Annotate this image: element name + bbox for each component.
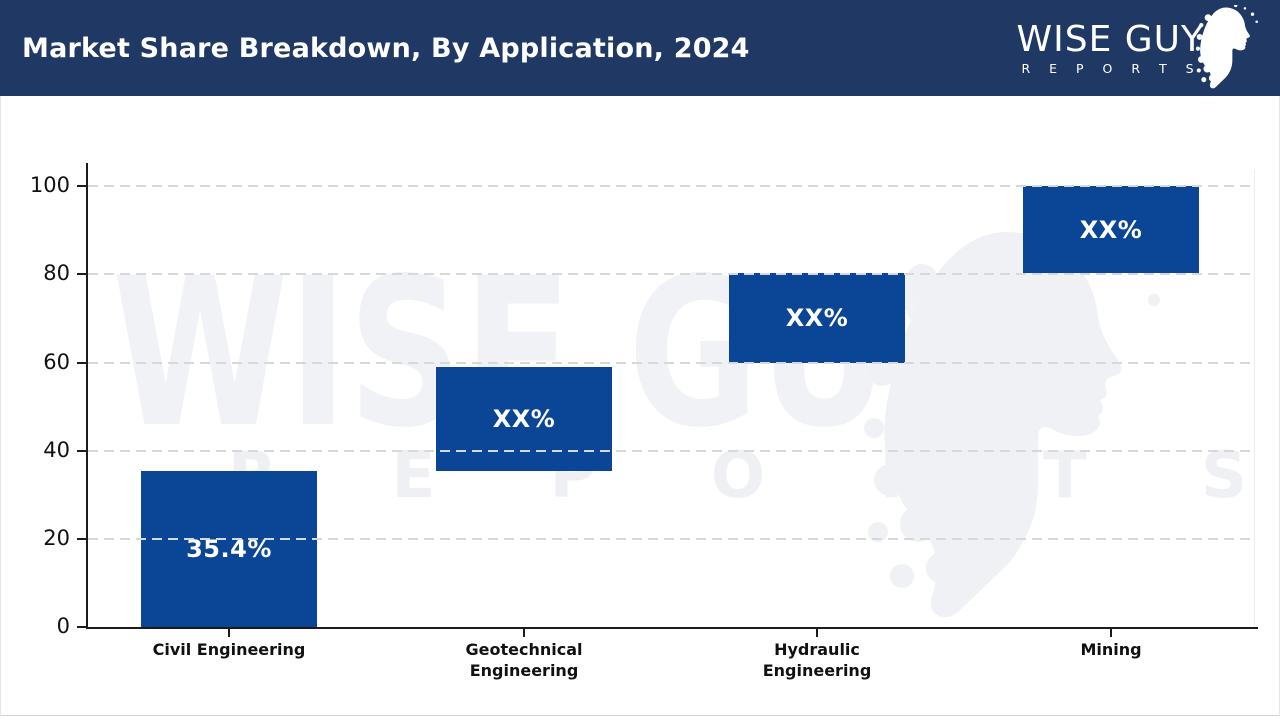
- y-tick-label-0: 0: [56, 614, 70, 638]
- gridline-20: [88, 537, 1254, 540]
- logo-wordmark: WISE GUY: [1016, 19, 1204, 60]
- y-tick-label-20: 20: [43, 525, 70, 550]
- y-tick-20: [77, 537, 87, 540]
- bar-mining: XX%: [1023, 186, 1199, 274]
- x-axis-label-1: Geotechnical Engineering: [404, 640, 644, 681]
- y-tick-0: [77, 626, 87, 628]
- gridline-60: [88, 361, 1254, 364]
- page-title: Market Share Breakdown, By Application, …: [22, 32, 750, 64]
- logo-subtitle: R E P O R T S: [1021, 61, 1202, 76]
- header-bar: Market Share Breakdown, By Application, …: [0, 0, 1280, 96]
- bar-hydraulic-engineering: XX%: [729, 273, 905, 363]
- y-tick-label-40: 40: [43, 437, 70, 462]
- x-axis-label-line: Geotechnical: [465, 640, 583, 659]
- y-tick-60: [77, 361, 87, 364]
- y-tick-label-100: 100: [29, 173, 70, 198]
- x-axis-label-2: Hydraulic Engineering: [697, 640, 937, 681]
- x-axis-label-line: Engineering: [469, 660, 579, 680]
- y-tick-40: [77, 449, 87, 452]
- x-axis-label-line: Mining: [1080, 640, 1142, 659]
- x-tick-0: [228, 629, 230, 637]
- bar-value-label: XX%: [1079, 215, 1143, 244]
- x-tick-3: [1110, 629, 1112, 637]
- logo: WISE GUY R E P O R T S: [1017, 5, 1269, 91]
- gridline-40: [88, 449, 1254, 452]
- x-axis-label-line: Hydraulic: [774, 640, 860, 659]
- x-axis-label-0: Civil Engineering: [109, 640, 349, 661]
- gridline-100: [88, 185, 1254, 188]
- plot-right-border: [1254, 170, 1255, 627]
- y-axis-line: [86, 163, 88, 629]
- x-axis-label-line: Engineering: [762, 660, 872, 680]
- y-tick-80: [77, 273, 87, 276]
- bar-value-label: XX%: [492, 404, 556, 433]
- bar-civil-engineering: 35.4%: [141, 470, 317, 627]
- page-bottom-border: [0, 715, 1280, 716]
- x-axis-label-line: Civil Engineering: [152, 640, 306, 659]
- bar-value-label: XX%: [785, 303, 849, 332]
- bar-geotechnical-engineering: XX%: [436, 366, 612, 471]
- page-left-border: [0, 96, 1, 716]
- y-tick-100: [77, 185, 87, 188]
- x-tick-1: [523, 629, 525, 637]
- x-axis-label-3: Mining: [991, 640, 1231, 661]
- logo-text: WISE GUY R E P O R T S: [1016, 19, 1205, 77]
- x-tick-2: [816, 629, 818, 637]
- gridline-80: [88, 273, 1254, 276]
- y-tick-label-60: 60: [43, 349, 70, 374]
- y-tick-label-80: 80: [43, 261, 70, 286]
- x-axis-line: [86, 627, 1258, 629]
- watermark-subtitle: R E P O R T S: [228, 439, 1280, 513]
